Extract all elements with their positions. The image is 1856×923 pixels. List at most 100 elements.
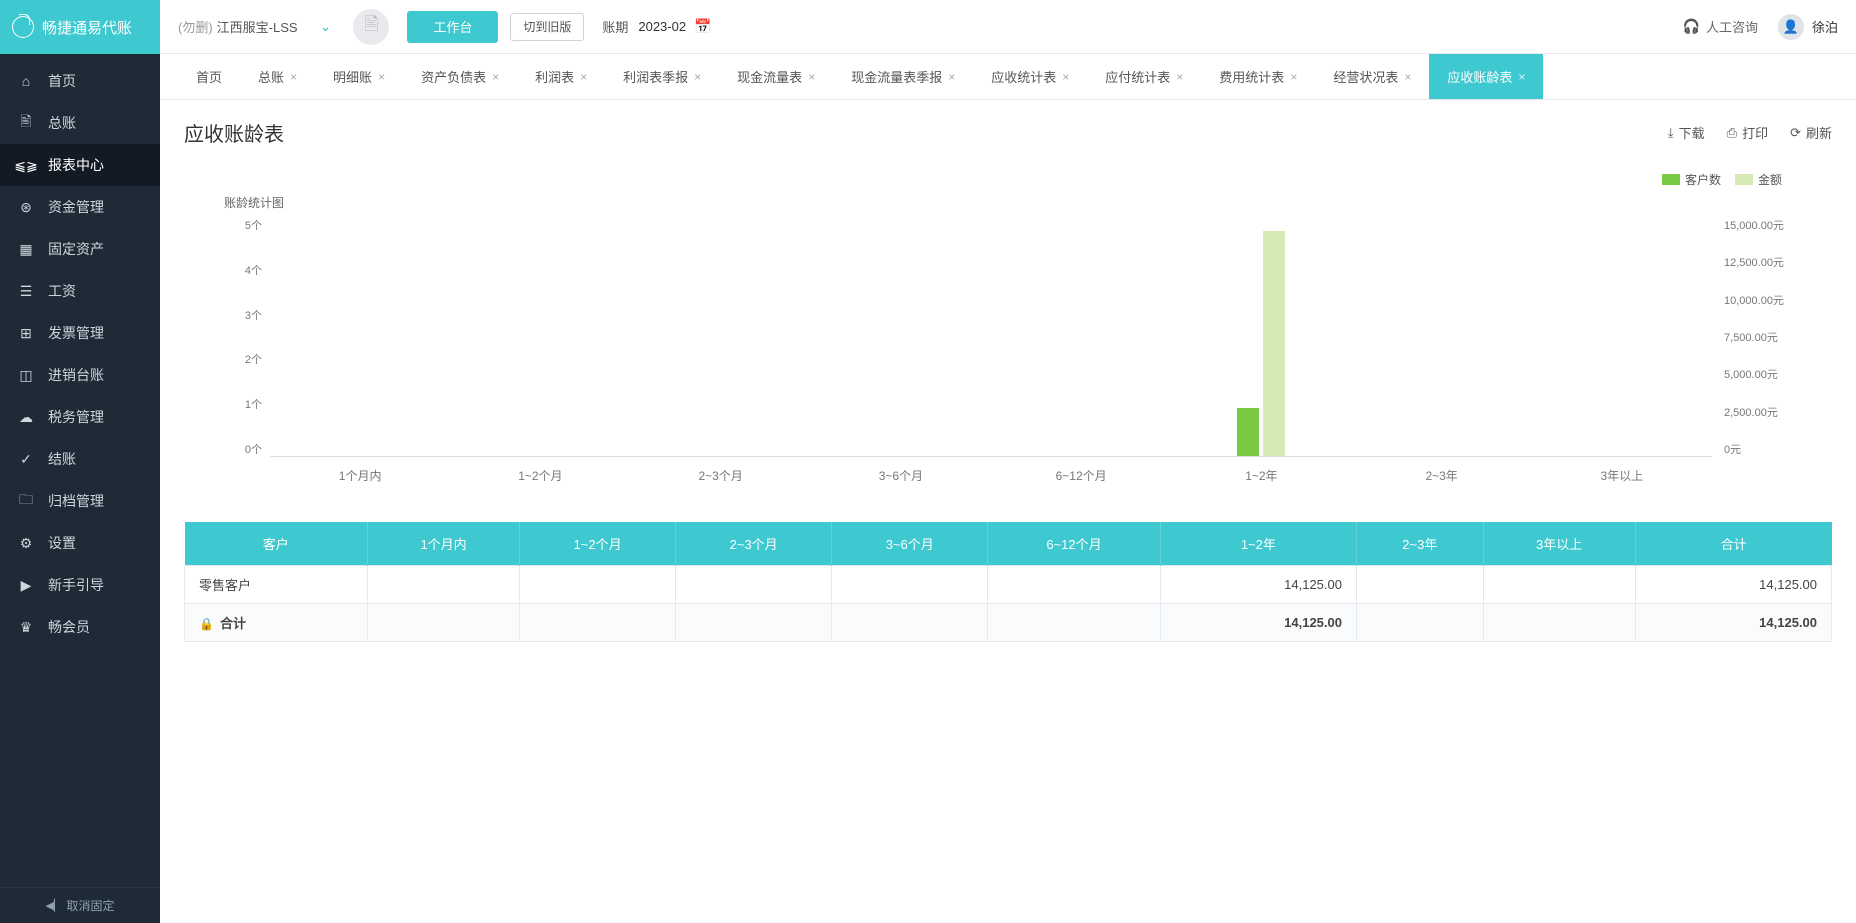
close-icon[interactable]: × — [378, 70, 385, 84]
sidebar-item-6[interactable]: ⊞发票管理 — [0, 312, 160, 354]
sidebar-item-2[interactable]: ⫹⫺报表中心 — [0, 144, 160, 186]
chart-legend: 客户数金额 — [234, 171, 1802, 188]
tab-0[interactable]: 首页 — [178, 54, 240, 99]
brand-logo[interactable]: 畅捷通易代账 — [0, 0, 160, 54]
sidebar-item-8[interactable]: ☁税务管理 — [0, 396, 160, 438]
nav-label: 总账 — [48, 113, 76, 133]
legend-label: 客户数 — [1685, 171, 1721, 188]
tab-10[interactable]: 费用统计表× — [1201, 54, 1315, 99]
total-cell: 14,125.00 — [1160, 604, 1356, 642]
close-icon[interactable]: × — [1062, 70, 1069, 84]
user-name: 徐泊 — [1812, 17, 1838, 36]
table-cell — [676, 566, 832, 604]
support-link[interactable]: 🎧 人工咨询 — [1683, 17, 1758, 36]
tab-7[interactable]: 现金流量表季报 × — [833, 54, 973, 99]
sidebar-item-9[interactable]: ✓结账 — [0, 438, 160, 480]
table-header: 1~2年 — [1160, 522, 1356, 566]
old-version-button[interactable]: 切到旧版 — [510, 13, 584, 41]
sidebar-item-7[interactable]: ◫进销台账 — [0, 354, 160, 396]
y-tick-left: 0个 — [245, 441, 262, 457]
close-icon[interactable]: × — [694, 70, 701, 84]
sidebar: 畅捷通易代账 ⌂首页🖹总账⫹⫺报表中心⊛资金管理 ▦ 固定资产 ☰工资⊞发票管理◫进销… — [0, 0, 160, 923]
total-label: 🔒合计 — [185, 604, 368, 642]
row-label: 零售客户 — [185, 566, 368, 604]
legend-item[interactable]: 金额 — [1735, 171, 1782, 188]
nav-label: 资金管理 — [48, 197, 104, 217]
sidebar-item-5[interactable]: ☰工资 — [0, 270, 160, 312]
sidebar-item-0[interactable]: ⌂首页 — [0, 60, 160, 102]
tab-12[interactable]: 应收账龄表× — [1429, 54, 1543, 99]
table-header: 合计 — [1635, 522, 1831, 566]
total-cell — [676, 604, 832, 642]
nav-icon: ⌂ — [18, 73, 34, 89]
nav-label: 固定资产 — [48, 239, 104, 259]
total-cell: 14,125.00 — [1635, 604, 1831, 642]
bar-customers[interactable] — [1237, 408, 1259, 456]
sidebar-item-10[interactable]: 🗀归档管理 — [0, 480, 160, 522]
aging-chart: 客户数金额 账龄统计图 5个4个3个2个1个0个 15,000.00元12,50… — [184, 161, 1832, 504]
total-cell — [520, 604, 676, 642]
tab-11[interactable]: 经营状况表× — [1315, 54, 1429, 99]
y-tick-right: 10,000.00元 — [1724, 292, 1784, 308]
close-icon[interactable]: × — [290, 70, 297, 84]
tab-label: 明细账 — [333, 67, 372, 86]
tab-label: 应付统计表 — [1105, 67, 1170, 86]
page-action-2[interactable]: ⟳刷新 — [1790, 123, 1832, 142]
tab-6[interactable]: 现金流量表× — [719, 54, 833, 99]
close-icon[interactable]: × — [492, 70, 499, 84]
chart-category — [1532, 217, 1712, 456]
page-actions: ⤓下载 ⎙打印 ⟳刷新 — [1668, 123, 1832, 142]
page-action-0[interactable]: ⤓下载 — [1668, 123, 1705, 142]
nav-icon: ☰ — [18, 283, 34, 299]
sidebar-item-13[interactable]: ♛畅会员 — [0, 606, 160, 648]
tab-4[interactable]: 利润表× — [517, 54, 605, 99]
sidebar-item-12[interactable]: ▶新手引导 — [0, 564, 160, 606]
close-icon[interactable]: × — [1404, 70, 1411, 84]
close-icon[interactable]: × — [1176, 70, 1183, 84]
tab-5[interactable]: 利润表季报× — [605, 54, 719, 99]
close-icon[interactable]: × — [948, 70, 955, 84]
bar-amount[interactable] — [1263, 231, 1285, 456]
total-cell — [1483, 604, 1635, 642]
close-icon[interactable]: × — [1290, 70, 1297, 84]
tab-1[interactable]: 总账× — [240, 54, 315, 99]
nav-icon: ♛ — [18, 619, 34, 635]
tab-label: 现金流量表季报 — [851, 67, 942, 86]
nav-label: 发票管理 — [48, 323, 104, 343]
nav-icon: ▦ — [18, 241, 34, 257]
page-action-1[interactable]: ⎙打印 — [1727, 123, 1768, 142]
tab-9[interactable]: 应付统计表 × — [1087, 54, 1201, 99]
sidebar-collapse-toggle[interactable]: ◀▏ 取消固定 — [0, 887, 160, 923]
header-round-button[interactable]: 🖹 — [353, 9, 389, 45]
page-content: 应收账龄表 ⤓下载⎙打印⟳刷新 客户数金额 账龄统计图 5个4个3个2个1个0个… — [160, 100, 1856, 923]
y-tick-left: 4个 — [245, 262, 262, 278]
sidebar-item-11[interactable]: ⚙设置 — [0, 522, 160, 564]
table-row[interactable]: 零售客户14,125.0014,125.00 — [185, 566, 1832, 604]
user-avatar[interactable]: 👤 — [1778, 14, 1804, 40]
sidebar-item-4[interactable]: ▦ 固定资产 — [0, 228, 160, 270]
sidebar-item-1[interactable]: 🖹总账 — [0, 102, 160, 144]
table-header: 2~3个月 — [676, 522, 832, 566]
workspace-button[interactable]: 工作台 — [407, 11, 498, 43]
tab-2[interactable]: 明细账 × — [315, 54, 403, 99]
tab-3[interactable]: 资产负债表× — [403, 54, 517, 99]
company-selector[interactable]: (勿删) 江西服宝-LSS ⌄ — [178, 17, 331, 36]
table-cell — [832, 566, 988, 604]
action-label: 下载 — [1679, 123, 1705, 142]
close-icon[interactable]: × — [1518, 70, 1525, 84]
support-label: 人工咨询 — [1706, 17, 1758, 36]
sidebar-item-3[interactable]: ⊛资金管理 — [0, 186, 160, 228]
close-icon[interactable]: × — [580, 70, 587, 84]
header: (勿删) 江西服宝-LSS ⌄ 🖹 工作台 切到旧版 账期 2023-02 📅 … — [160, 0, 1856, 54]
tab-label: 应收统计表 — [991, 67, 1056, 86]
legend-item[interactable]: 客户数 — [1662, 171, 1721, 188]
calendar-icon[interactable]: 📅 — [694, 18, 711, 35]
nav-icon: ⚙ — [18, 535, 34, 551]
x-tick: 1~2个月 — [450, 467, 630, 484]
close-icon[interactable]: × — [808, 70, 815, 84]
y-tick-left: 5个 — [245, 217, 262, 233]
x-tick: 3年以上 — [1532, 467, 1712, 484]
tab-8[interactable]: 应收统计表 × — [973, 54, 1087, 99]
period-value[interactable]: 2023-02 — [638, 19, 686, 34]
action-icon: ⟳ — [1790, 125, 1801, 141]
